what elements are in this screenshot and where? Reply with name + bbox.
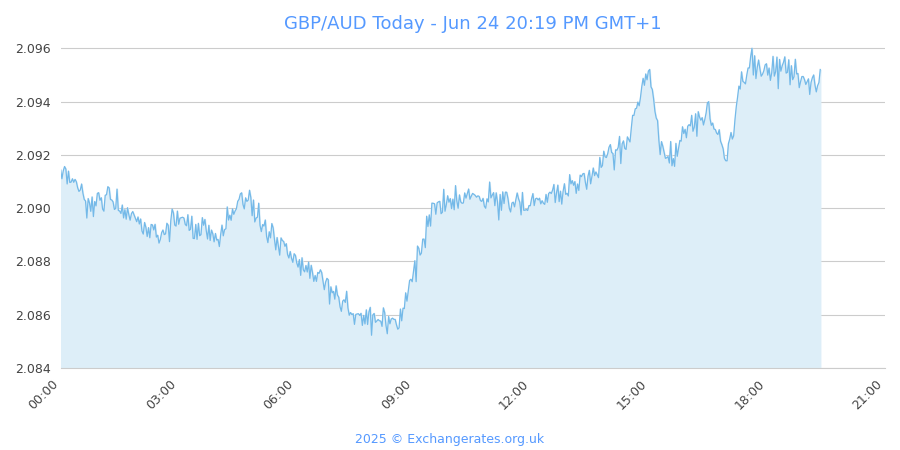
Title: GBP/AUD Today - Jun 24 20:19 PM GMT+1: GBP/AUD Today - Jun 24 20:19 PM GMT+1 — [284, 15, 662, 33]
Text: 2025 © Exchangerates.org.uk: 2025 © Exchangerates.org.uk — [356, 432, 544, 446]
